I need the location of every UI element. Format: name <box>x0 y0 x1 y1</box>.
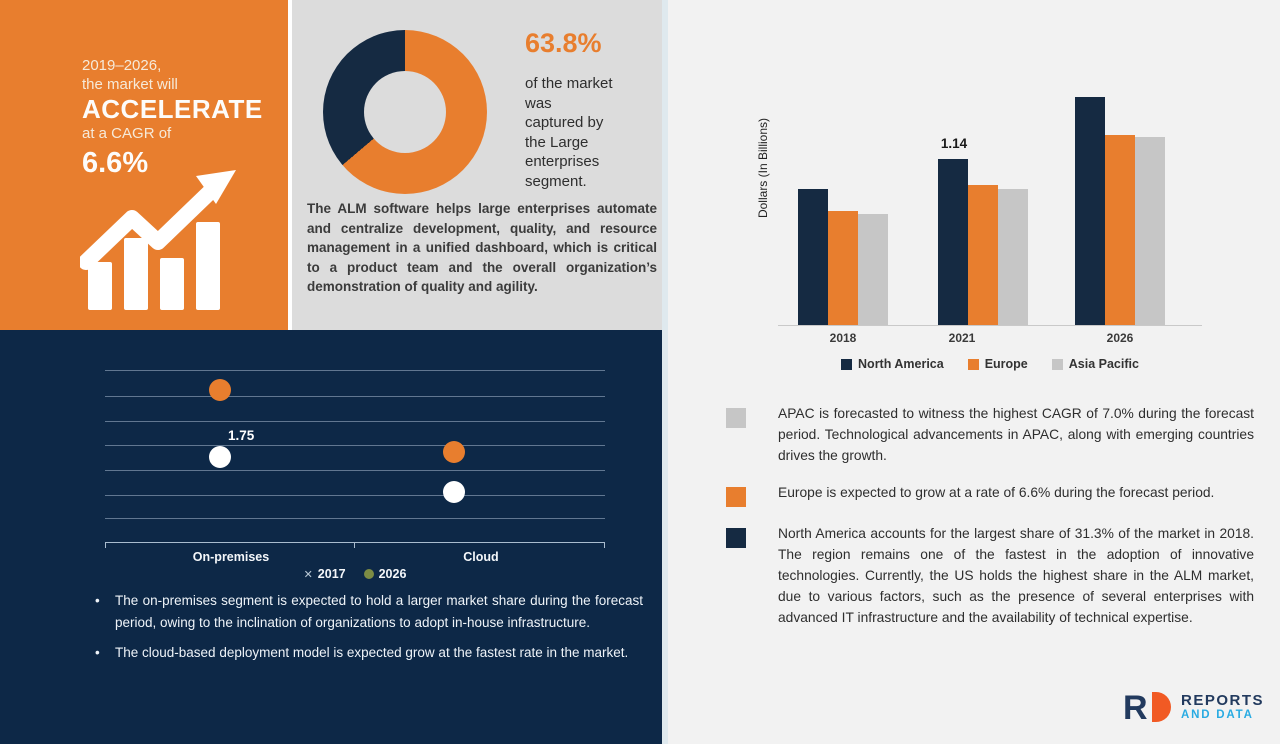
bullet-icon: • <box>95 593 100 608</box>
x-tick-2026: 2026 <box>1106 331 1134 345</box>
legend-item-north-america: North America <box>841 357 944 371</box>
dot-chart-axis <box>105 542 605 543</box>
segment-stat-caption: of the market was captured by the Large … <box>525 75 613 190</box>
insight-text-apac: APAC is forecasted to witness the highes… <box>778 406 1254 463</box>
cagr-period: 2019–2026, <box>82 57 162 74</box>
dot-marker-icon <box>363 569 374 579</box>
legend-label: North America <box>858 357 944 371</box>
logo-mark-r: R <box>1123 690 1148 724</box>
deployment-panel: 1.75 On-premises Cloud ✕ 2017 2026 • The o… <box>0 330 662 744</box>
dot-value-label: 1.75 <box>228 428 255 443</box>
legend-swatch <box>1051 358 1063 370</box>
x-tick-2018: 2018 <box>829 331 857 345</box>
insight-text-north-america: North America accounts for the largest s… <box>778 526 1254 625</box>
insight-text-europe: Europe is expected to grow at a rate of … <box>778 485 1215 500</box>
gridline-2 <box>105 421 605 422</box>
dot-2026-cloud <box>443 441 465 463</box>
insight-north-america: North America accounts for the largest s… <box>726 523 1254 628</box>
bullet-text: The on-premises segment is expected to h… <box>115 593 643 630</box>
x-marker-icon: ✕ <box>303 568 313 581</box>
bar-north-america-2021 <box>938 159 968 325</box>
regional-insights: APAC is forecasted to witness the highes… <box>726 403 1254 644</box>
dot-2017-on-premises <box>209 446 231 468</box>
legend-label: Europe <box>984 357 1028 371</box>
cagr-text: 2019–2026, the market will ACCELERATE at… <box>82 56 263 180</box>
segment-stat: 63.8% <box>525 28 602 58</box>
bullet-cloud: • The cloud-based deployment model is ex… <box>95 642 643 664</box>
apac-swatch <box>726 408 746 428</box>
bar-group-2026 <box>1075 97 1165 325</box>
bar-asia-pacific-2021 <box>998 189 1028 325</box>
bar-europe-2021 <box>968 185 998 325</box>
bar-group-2018 <box>798 189 888 325</box>
gridline-4 <box>105 470 605 471</box>
bar-chart-legend: North America Europe Asia Pacific <box>768 357 1212 371</box>
insight-apac: APAC is forecasted to witness the highes… <box>726 403 1254 466</box>
bar-chart-y-axis-label: Dollars (In Billions) <box>756 118 770 219</box>
cagr-panel: 2019–2026, the market will ACCELERATE at… <box>0 0 288 330</box>
left-column: 2019–2026, the market will ACCELERATE at… <box>0 0 662 744</box>
logo-text: REPORTS AND DATA <box>1180 691 1264 722</box>
bar-plot <box>778 88 1202 326</box>
regional-panel: Dollars (In Billions) 1.14 2018 2021 202… <box>662 0 1280 744</box>
gridline-0 <box>105 370 605 371</box>
gridline-6 <box>105 518 605 519</box>
legend-label: Asia Pacific <box>1068 357 1139 371</box>
legend-swatch <box>967 358 979 370</box>
axis-tick-right <box>604 542 605 548</box>
bar-group-2021 <box>938 159 1028 325</box>
x-tick-2021: 2021 <box>948 331 976 345</box>
category-label-cloud: Cloud <box>463 550 499 564</box>
north-america-swatch <box>726 528 746 548</box>
cagr-value: 6.6% <box>82 147 149 179</box>
legend-item-2017: ✕ 2017 <box>304 567 346 581</box>
segment-donut <box>323 30 487 194</box>
growth-chart-icon <box>80 170 236 310</box>
gridline-5 <box>105 495 605 496</box>
bar-europe-2018 <box>828 211 858 325</box>
deployment-bullets: • The on-premises segment is expected to… <box>95 590 643 673</box>
gridline-3 <box>105 445 605 446</box>
legend-item-2026: 2026 <box>363 567 407 581</box>
legend-label: 2017 <box>317 567 346 581</box>
donut-hole <box>364 71 446 153</box>
gridline-1 <box>105 396 605 397</box>
cagr-emphasis: ACCELERATE <box>82 94 263 124</box>
cagr-line2: the market will <box>82 76 178 93</box>
rd-logo-icon: R <box>1123 690 1171 724</box>
bar-asia-pacific-2018 <box>858 214 888 325</box>
legend-label: 2026 <box>378 567 407 581</box>
reports-and-data-logo: R REPORTS AND DATA <box>1123 690 1264 724</box>
legend-swatch <box>841 358 853 370</box>
dot-2017-cloud <box>443 481 465 503</box>
axis-tick-left <box>105 542 106 548</box>
bullet-icon: • <box>95 645 100 660</box>
bar-north-america-2018 <box>798 189 828 325</box>
bar-value-label: 1.14 <box>940 136 968 151</box>
axis-tick-mid <box>354 542 355 548</box>
logo-mark-d <box>1151 692 1171 722</box>
logo-line1: REPORTS <box>1180 691 1264 709</box>
legend-item-europe: Europe <box>967 357 1028 371</box>
cagr-line4: at a CAGR of <box>82 125 172 142</box>
bar-north-america-2026 <box>1075 97 1105 325</box>
segment-panel: 63.8% of the market was captured by the … <box>292 0 662 330</box>
logo-line2: AND DATA <box>1180 708 1254 721</box>
bullet-on-premises: • The on-premises segment is expected to… <box>95 590 643 633</box>
category-label-on-premises: On-premises <box>192 550 270 564</box>
bar-europe-2026 <box>1105 135 1135 325</box>
segment-description: The ALM software helps large enterprises… <box>307 201 657 294</box>
top-row: 2019–2026, the market will ACCELERATE at… <box>0 0 662 330</box>
bar-asia-pacific-2026 <box>1135 137 1165 325</box>
europe-swatch <box>726 487 746 507</box>
insight-europe: Europe is expected to grow at a rate of … <box>726 482 1254 507</box>
dot-chart-legend: ✕ 2017 2026 <box>105 567 605 581</box>
dot-2026-on-premises <box>209 379 231 401</box>
bullet-text: The cloud-based deployment model is expe… <box>115 645 629 660</box>
legend-item-asia-pacific: Asia Pacific <box>1051 357 1139 371</box>
